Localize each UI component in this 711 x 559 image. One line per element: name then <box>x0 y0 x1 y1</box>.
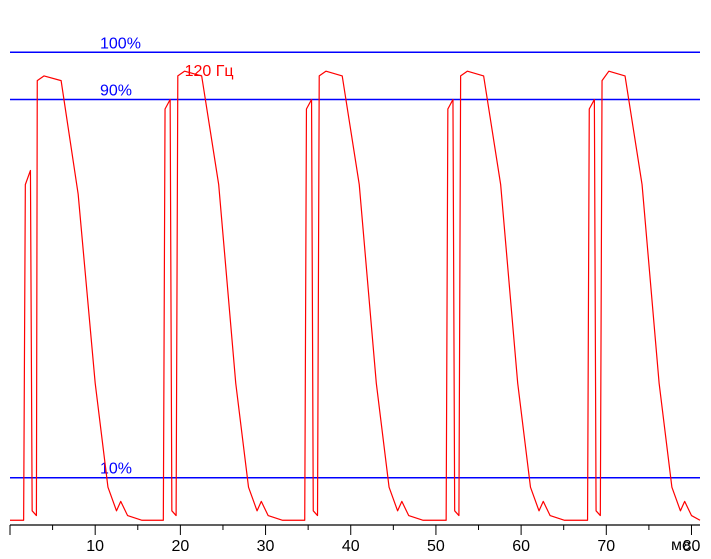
series-label: 120 Гц <box>185 63 234 80</box>
x-tick-label: 10 <box>86 538 104 555</box>
x-tick-label: 70 <box>597 538 615 555</box>
x-axis-unit: мс <box>671 537 690 554</box>
x-tick-label: 40 <box>342 538 360 555</box>
ref-label-90: 90% <box>100 83 132 100</box>
x-tick-label: 20 <box>171 538 189 555</box>
ref-label-100: 100% <box>100 35 141 52</box>
oscilloscope-chart: 100%90%10%120 Гц1020304050607080мс <box>0 0 711 559</box>
x-tick-label: 50 <box>427 538 445 555</box>
x-tick-label: 30 <box>257 538 275 555</box>
x-tick-label: 60 <box>512 538 530 555</box>
